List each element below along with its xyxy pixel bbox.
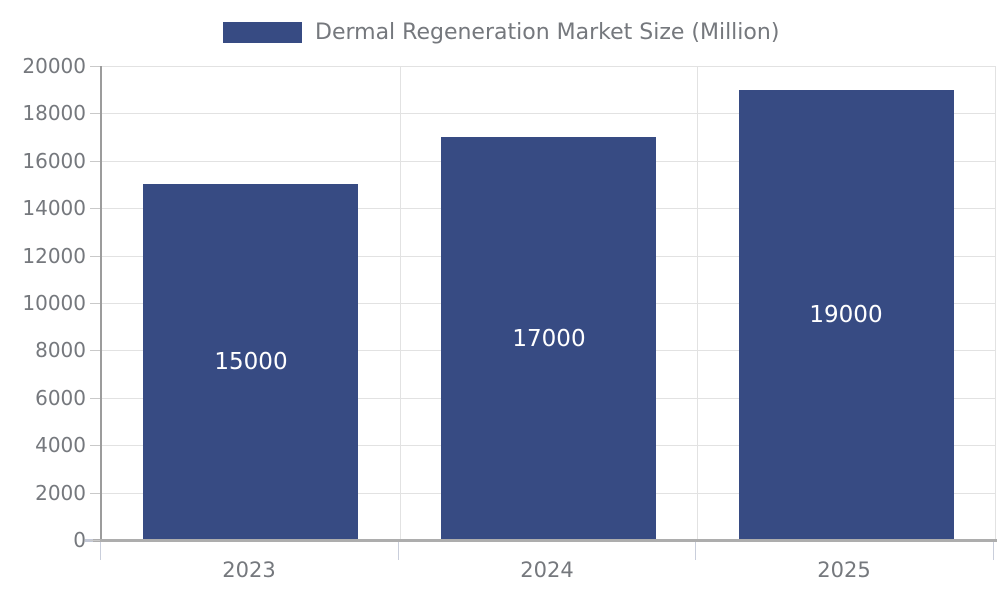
x-tick-label: 2025 bbox=[817, 558, 871, 582]
gridline-horizontal bbox=[102, 66, 995, 67]
legend-label: Dermal Regeneration Market Size (Million… bbox=[315, 19, 780, 45]
y-axis-tick bbox=[90, 398, 100, 399]
legend-item[interactable]: Dermal Regeneration Market Size (Million… bbox=[223, 16, 779, 48]
y-tick-label: 8000 bbox=[35, 338, 86, 362]
y-axis-tick bbox=[90, 493, 100, 494]
y-axis-tick bbox=[90, 208, 100, 209]
y-axis-tick bbox=[90, 256, 100, 257]
y-tick-label: 2000 bbox=[35, 481, 86, 505]
x-axis-tick bbox=[993, 542, 994, 560]
bar-value-label: 15000 bbox=[214, 349, 288, 375]
plot-area: 15000 17000 19000 bbox=[100, 66, 996, 540]
y-axis-tick bbox=[90, 303, 100, 304]
y-axis-tick bbox=[90, 161, 100, 162]
y-axis-tick bbox=[90, 540, 100, 541]
bar bbox=[441, 137, 656, 540]
y-axis-tick bbox=[90, 113, 100, 114]
bar-value-label: 19000 bbox=[809, 302, 883, 328]
gridline-vertical bbox=[400, 66, 401, 540]
y-tick-label: 6000 bbox=[35, 386, 86, 410]
y-tick-label: 14000 bbox=[22, 196, 86, 220]
gridline-horizontal bbox=[102, 113, 995, 114]
x-axis-tick bbox=[695, 542, 696, 560]
x-axis-tick bbox=[398, 542, 399, 560]
x-axis-line bbox=[93, 539, 997, 542]
legend-swatch bbox=[223, 21, 302, 43]
y-axis-tick bbox=[90, 445, 100, 446]
bar bbox=[739, 90, 954, 540]
y-tick-label: 10000 bbox=[22, 291, 86, 315]
y-tick-label: 4000 bbox=[35, 433, 86, 457]
y-tick-label: 12000 bbox=[22, 244, 86, 268]
y-tick-label: 16000 bbox=[22, 149, 86, 173]
y-tick-label: 0 bbox=[73, 528, 86, 552]
y-tick-label: 18000 bbox=[22, 101, 86, 125]
x-tick-label: 2024 bbox=[520, 558, 574, 582]
bar-value-label: 17000 bbox=[512, 326, 586, 352]
y-axis-tick bbox=[90, 66, 100, 67]
y-axis-tick bbox=[90, 350, 100, 351]
x-axis-tick bbox=[100, 542, 101, 560]
gridline-vertical bbox=[697, 66, 698, 540]
bar bbox=[143, 184, 358, 540]
y-tick-label: 20000 bbox=[22, 54, 86, 78]
x-tick-label: 2023 bbox=[222, 558, 276, 582]
